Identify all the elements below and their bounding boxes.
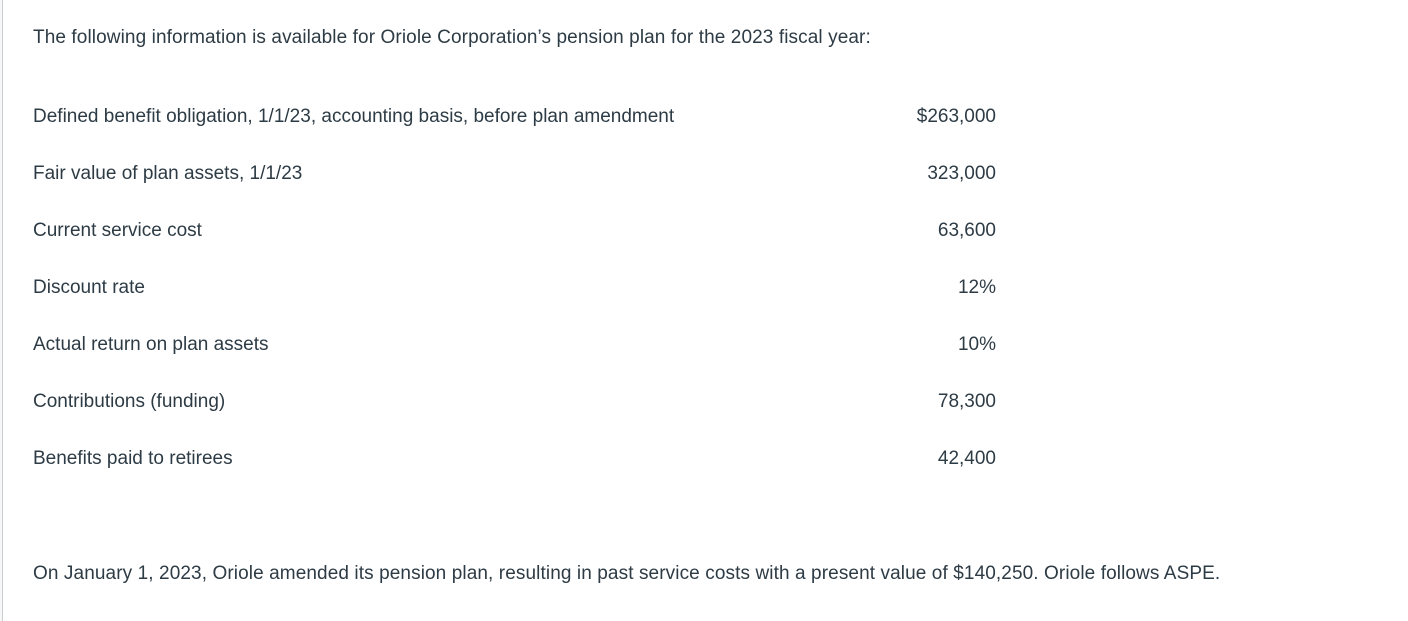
row-label: Discount rate	[33, 276, 145, 298]
row-value: 63,600	[937, 219, 996, 241]
pension-data-table: Defined benefit obligation, 1/1/23, acco…	[33, 88, 996, 487]
row-value: 42,400	[937, 447, 996, 469]
row-value: 323,000	[927, 162, 996, 184]
table-row: Defined benefit obligation, 1/1/23, acco…	[33, 88, 996, 145]
row-value: 78,300	[937, 390, 996, 412]
row-label: Actual return on plan assets	[33, 333, 269, 355]
table-row: Discount rate 12%	[33, 259, 996, 316]
row-label: Current service cost	[33, 219, 202, 241]
row-label: Fair value of plan assets, 1/1/23	[33, 162, 303, 184]
table-row: Benefits paid to retirees 42,400	[33, 430, 996, 487]
row-value: 10%	[957, 333, 996, 355]
question-body: The following information is available f…	[33, 27, 1221, 584]
row-label: Contributions (funding)	[33, 390, 226, 412]
row-value: $263,000	[916, 105, 996, 127]
table-row: Contributions (funding) 78,300	[33, 373, 996, 430]
row-value: 12%	[957, 276, 996, 298]
table-row: Current service cost 63,600	[33, 202, 996, 259]
table-row: Fair value of plan assets, 1/1/23 323,00…	[33, 145, 996, 202]
row-label: Defined benefit obligation, 1/1/23, acco…	[33, 105, 675, 127]
row-label: Benefits paid to retirees	[33, 447, 233, 469]
amendment-paragraph: On January 1, 2023, Oriole amended its p…	[33, 563, 1221, 584]
intro-paragraph: The following information is available f…	[33, 27, 871, 48]
table-row: Actual return on plan assets 10%	[33, 316, 996, 373]
content-left-border	[0, 0, 3, 621]
